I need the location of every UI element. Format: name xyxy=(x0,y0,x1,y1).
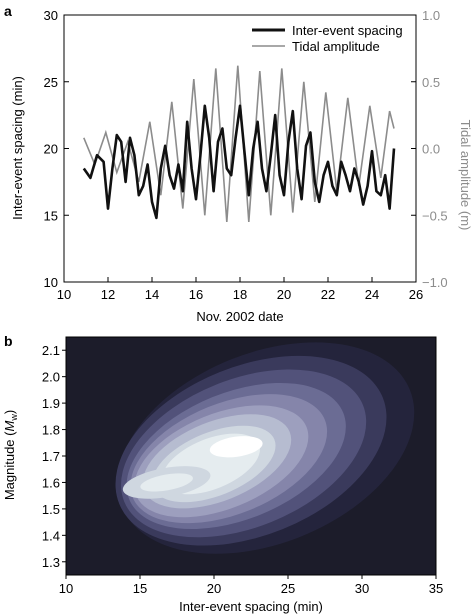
panel-a-legend: Inter-event spacing Tidal amplitude xyxy=(252,23,403,54)
panel-a-x-tick-label: 18 xyxy=(233,287,247,302)
panel-b-ylabel-close: ) xyxy=(2,410,17,414)
legend-spacing-label: Inter-event spacing xyxy=(292,23,403,38)
panel-b-y-tick-label: 1.6 xyxy=(42,475,60,490)
panel-a-x-tick-label: 24 xyxy=(365,287,379,302)
panel-b-y-tick-label: 1.8 xyxy=(42,423,60,438)
panel-a-x-tick-label: 26 xyxy=(409,287,423,302)
panel-b-x-tick-label: 15 xyxy=(133,581,147,596)
panel-b-y-tick-label: 2.0 xyxy=(42,370,60,385)
panel-a-y2-tick-label: 0.0 xyxy=(422,142,440,157)
panel-a-y2-tick-label: −1.0 xyxy=(422,275,448,290)
panel-b-y-ticks: 1.3 1.4 1.5 1.6 1.7 1.8 1.9 2.0 2.1 xyxy=(42,343,66,570)
panel-b-x-tick-label: 35 xyxy=(429,581,443,596)
panel-b-x-tick-label: 25 xyxy=(281,581,295,596)
panel-b-ylabel-sub: w xyxy=(9,414,19,422)
legend-tidal-label: Tidal amplitude xyxy=(292,39,380,54)
panel-b-y-tick-label: 2.1 xyxy=(42,343,60,358)
panel-a-x-tick-label: 22 xyxy=(321,287,335,302)
panel-a-x-ticks: 10 12 14 16 18 20 22 24 26 xyxy=(57,277,423,302)
panel-b-y-tick-label: 1.4 xyxy=(42,528,60,543)
panel-b-x-tick-label: 30 xyxy=(355,581,369,596)
panel-a-y-tick-label: 30 xyxy=(44,8,58,23)
panel-a-x-tick-label: 10 xyxy=(57,287,71,302)
panel-a-y2-tick-label: 0.5 xyxy=(422,75,440,90)
panel-b-y-tick-label: 1.3 xyxy=(42,555,60,570)
panel-b-x-tick-label: 20 xyxy=(207,581,221,596)
inter-event-spacing-line xyxy=(82,104,396,220)
panel-a-x-tick-label: 12 xyxy=(101,287,115,302)
panel-a-x-tick-label: 16 xyxy=(189,287,203,302)
panel-b-ylabel-italic: M xyxy=(2,421,17,432)
panel-b-y-tick-label: 1.7 xyxy=(42,449,60,464)
panel-a-y2-ticks: −1.0 −0.5 0.0 0.5 1.0 xyxy=(411,8,448,290)
panel-a-y-tick-label: 10 xyxy=(44,275,58,290)
panel-b-ylabel: Magnitude (Mw) xyxy=(2,410,19,500)
panel-a-xlabel: Nov. 2002 date xyxy=(196,309,283,324)
density-contour-lobe-core xyxy=(140,473,193,492)
panel-b-y-tick-label: 1.9 xyxy=(42,396,60,411)
panel-a-ylabel: Inter-event spacing (min) xyxy=(10,76,25,220)
panel-a-y-tick-label: 20 xyxy=(44,142,58,157)
density-contour-level xyxy=(209,436,263,458)
panel-a-label: a xyxy=(4,3,12,19)
panel-a-y2-tick-label: −0.5 xyxy=(422,208,448,223)
panel-b-ylabel-main: Magnitude ( xyxy=(2,431,17,500)
panel-a-y-tick-label: 25 xyxy=(44,75,58,90)
panel-a-y2label: Tidal amplitude (m) xyxy=(458,120,473,231)
density-contours xyxy=(115,342,415,554)
panel-a-x-tick-label: 14 xyxy=(145,287,159,302)
panel-b-x-ticks: 10 15 20 25 30 35 xyxy=(59,575,443,596)
panel-b-label: b xyxy=(4,333,13,349)
panel-a-x-tick-label: 20 xyxy=(277,287,291,302)
panel-b-y-tick-label: 1.5 xyxy=(42,502,60,517)
panel-b-plot: 10 15 20 25 30 35 1.3 1.4 1.5 1.6 1.7 1.8 1.9 2.0 2.1 xyxy=(42,336,443,596)
panel-b-x-tick-label: 10 xyxy=(59,581,73,596)
panel-a-y-ticks: 10 15 20 25 30 xyxy=(44,8,69,290)
panel-b-xlabel: Inter-event spacing (min) xyxy=(179,599,323,614)
panel-a-y-tick-label: 15 xyxy=(44,208,58,223)
panel-a-plot: 10 12 14 16 18 20 22 24 26 10 15 20 25 30 −1.0 −0.5 0.… xyxy=(44,8,448,302)
panel-a-y2-tick-label: 1.0 xyxy=(422,8,440,23)
